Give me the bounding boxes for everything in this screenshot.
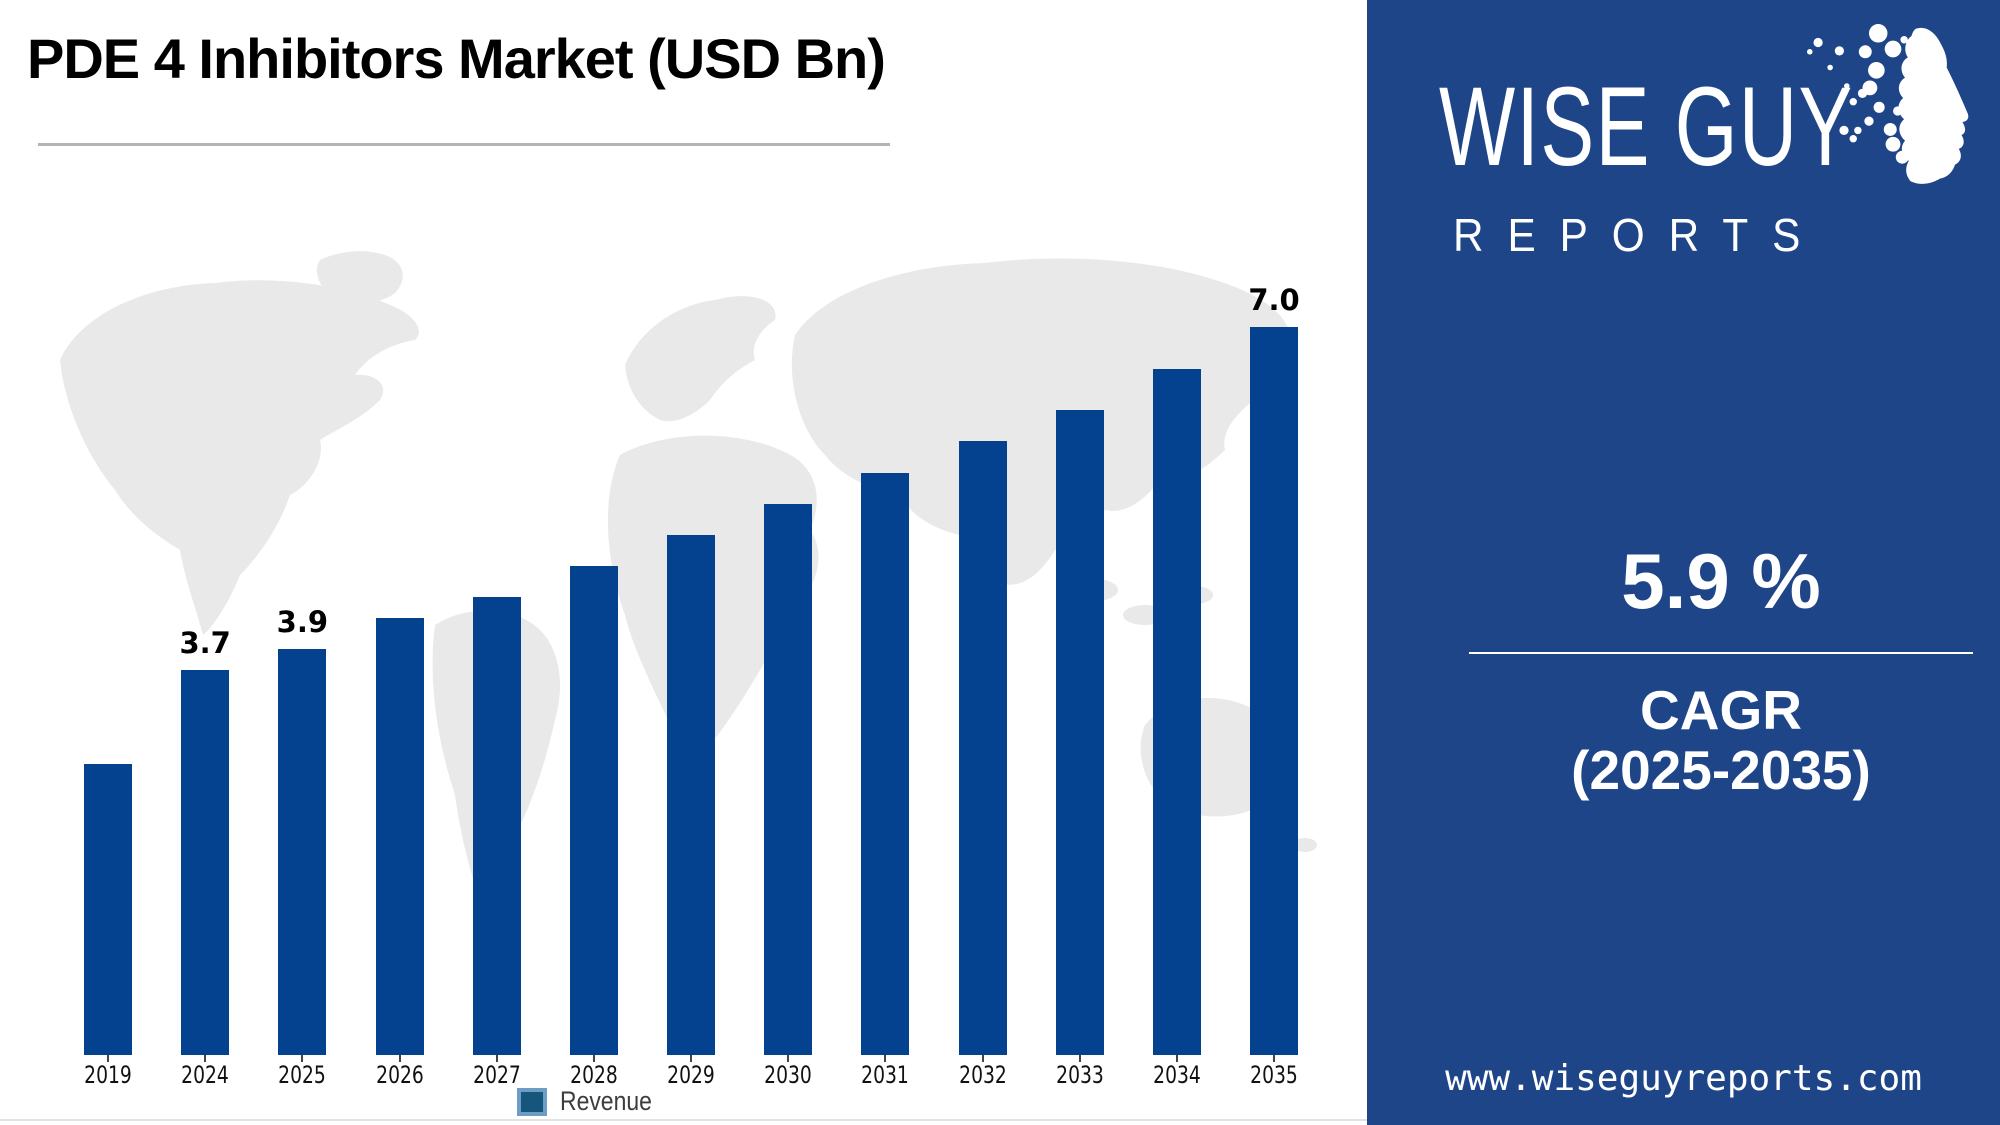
logo-wiseguy-text: WISE GUY [1439, 64, 1854, 189]
brand-panel: WISE GUY REPORTS 5.9 % [1367, 0, 2000, 1125]
axis-label-2032: 2032 [958, 1061, 1007, 1089]
bar-2029 [667, 535, 716, 1055]
bars-layer: 2019 3.7 2024 3.9 2025 2026 2027 2028 2029 2030 20… [84, 283, 1300, 1089]
axis-label-2034: 2034 [1153, 1061, 1201, 1089]
axis-tick-2034 [1175, 1055, 1178, 1062]
bar-2033 [1055, 410, 1104, 1055]
bar-value-label-2025: 3.9 [276, 605, 329, 639]
bar-value-label-2035: 7.0 [1248, 283, 1300, 317]
axis-label-2031: 2031 [861, 1061, 910, 1089]
axis-label-2030: 2030 [764, 1061, 813, 1089]
cagr-period: (2025-2035) [1571, 739, 1871, 801]
bar-2030 [764, 504, 813, 1055]
axis-label-2025: 2025 [278, 1061, 327, 1089]
title-underline [38, 143, 890, 146]
axis-tick-2032 [981, 1055, 984, 1062]
bar-2019 [84, 764, 132, 1055]
axis-label-2024: 2024 [181, 1061, 229, 1089]
bar-2026 [375, 618, 424, 1055]
axis-tick-2019 [107, 1055, 109, 1062]
cagr-block: 5.9 % CAGR (2025-2035) [1467, 0, 1975, 1125]
cagr-divider [1469, 652, 1973, 654]
bar-2035 [1250, 327, 1299, 1055]
axis-label-2029: 2029 [667, 1061, 715, 1089]
cagr-value: 5.9 % [1621, 537, 1821, 625]
axis-label-2019: 2019 [84, 1061, 132, 1089]
axis-label-2035: 2035 [1250, 1061, 1298, 1089]
bar-2032 [958, 441, 1007, 1055]
legend-color-swatch [517, 1087, 547, 1116]
axis-tick-2024 [204, 1055, 207, 1062]
axis-tick-2035 [1273, 1055, 1276, 1062]
axis-label-2028: 2028 [570, 1061, 618, 1089]
bar-2034 [1152, 369, 1201, 1055]
axis-tick-2033 [1078, 1055, 1081, 1062]
chart-legend: Revenue [517, 1086, 668, 1117]
head-profile-icon [1807, 24, 1969, 184]
legend-label: Revenue [560, 1086, 652, 1116]
axis-tick-2027 [495, 1055, 498, 1062]
axis-tick-2031 [884, 1055, 887, 1062]
axis-tick-2025 [301, 1055, 304, 1062]
bar-2024 [181, 670, 230, 1055]
chart-section: PDE 4 Inhibitors Market (USD Bn) 2019 3.7… [0, 27, 1367, 1121]
chart-title: PDE 4 Inhibitors Market (USD Bn) [27, 27, 886, 90]
bar-2028 [569, 566, 618, 1055]
website-url: www.wiseguyreports.com [1445, 1058, 1922, 1099]
axis-label-2026: 2026 [375, 1061, 424, 1089]
bar-value-label-2024: 3.7 [179, 626, 231, 660]
wise-guy-logo: WISE GUY REPORTS [1367, 0, 2000, 320]
axis-label-2033: 2033 [1055, 1061, 1104, 1089]
chart-bottom-divider [0, 1119, 1367, 1121]
axis-tick-2030 [787, 1055, 790, 1062]
axis-tick-2026 [398, 1055, 401, 1062]
logo-reports-text: REPORTS [1453, 209, 1825, 261]
cagr-title: CAGR [1640, 679, 1802, 741]
bar-2025 [278, 649, 327, 1055]
bar-2027 [472, 597, 521, 1055]
bar-2031 [861, 473, 910, 1055]
axis-tick-2029 [690, 1055, 693, 1062]
axis-label-2027: 2027 [472, 1061, 521, 1089]
axis-tick-2028 [592, 1055, 595, 1062]
